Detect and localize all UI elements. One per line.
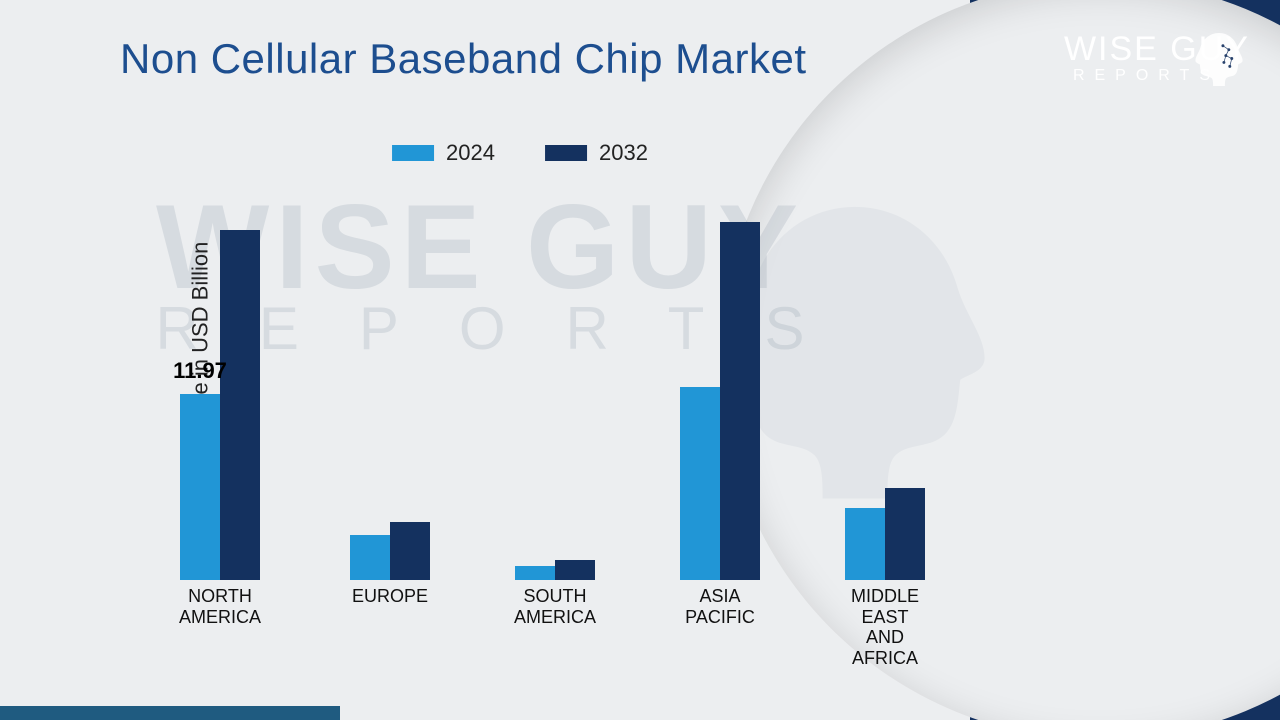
bar — [885, 488, 925, 580]
bar-group: EUROPE — [330, 160, 450, 580]
bar — [555, 560, 595, 580]
bottom-strip — [0, 706, 340, 720]
page-title: Non Cellular Baseband Chip Market — [120, 35, 807, 83]
category-label: NORTHAMERICA — [155, 580, 285, 627]
plot-area: NORTHAMERICAEUROPESOUTHAMERICAASIAPACIFI… — [140, 160, 940, 580]
bar-chart: Market Size in USD Billion 20242032 NORT… — [100, 160, 940, 580]
bar — [390, 522, 430, 580]
category-label: SOUTHAMERICA — [490, 580, 620, 627]
right-band — [970, 0, 1280, 720]
bar-group: ASIAPACIFIC — [660, 160, 780, 580]
bar-group: MIDDLEEASTANDAFRICA — [825, 160, 945, 580]
bar — [720, 222, 760, 580]
brand-logo: WISE GUY REPORTS — [1000, 30, 1250, 85]
legend-swatch — [545, 145, 587, 161]
bar — [350, 535, 390, 580]
value-label: 11.97 — [173, 358, 227, 384]
category-label: MIDDLEEASTANDAFRICA — [820, 580, 950, 669]
bar — [680, 387, 720, 580]
canvas: WISE GUY REPORTS Non Cellular Baseband C… — [0, 0, 1280, 720]
bar — [220, 230, 260, 580]
bar — [845, 508, 885, 580]
bar-group: SOUTHAMERICA — [495, 160, 615, 580]
bar — [515, 566, 555, 580]
category-label: EUROPE — [325, 580, 455, 607]
legend-swatch — [392, 145, 434, 161]
logo-head-icon — [1192, 32, 1246, 86]
category-label: ASIAPACIFIC — [655, 580, 785, 627]
bar — [180, 394, 220, 580]
